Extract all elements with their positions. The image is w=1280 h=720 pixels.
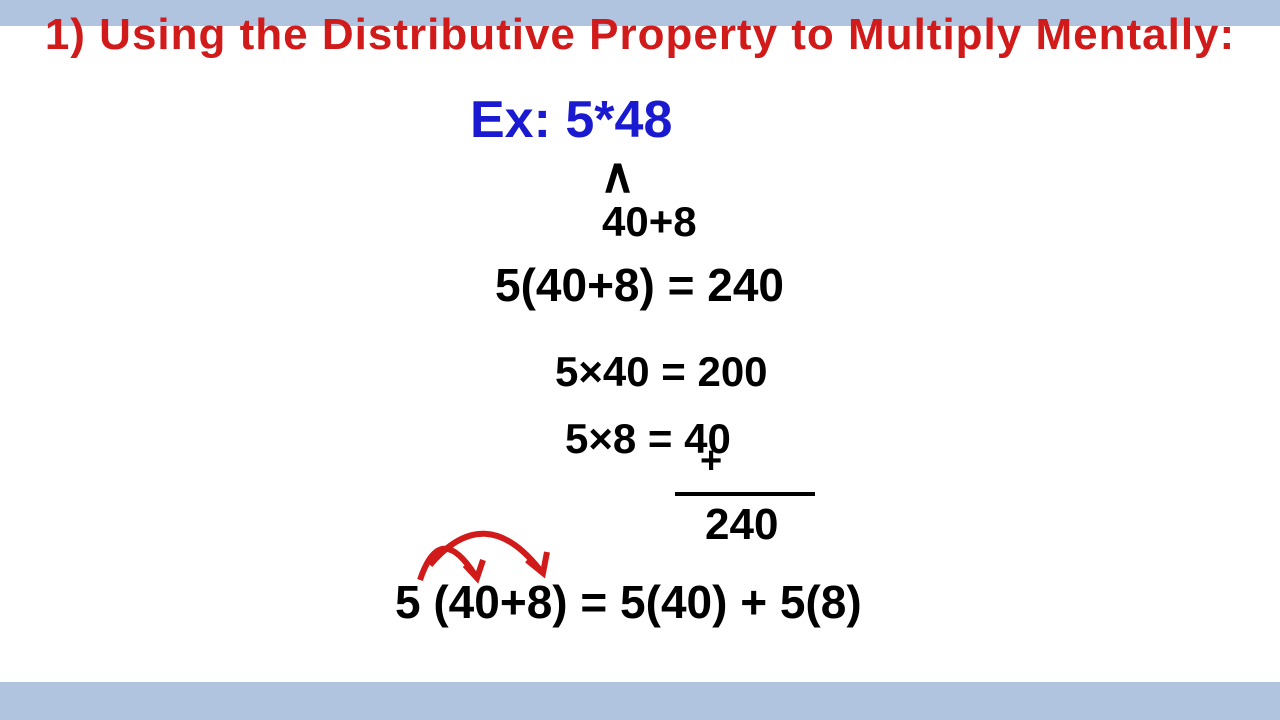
step-2: 5×40 = 200: [555, 348, 768, 396]
page-title: 1) Using the Distributive Property to Mu…: [0, 10, 1280, 60]
split-caret: ∧: [600, 148, 635, 204]
sum-result: 240: [705, 500, 778, 550]
example-label: Ex: 5*48: [470, 90, 672, 150]
split-expression: 40+8: [602, 198, 697, 246]
step-4: 5 (40+8) = 5(40) + 5(8): [395, 575, 862, 629]
plus-sign: +: [700, 440, 722, 483]
bottom-frame-bar: [0, 682, 1280, 720]
sum-line: [675, 492, 815, 496]
step-1: 5(40+8) = 240: [495, 258, 784, 312]
